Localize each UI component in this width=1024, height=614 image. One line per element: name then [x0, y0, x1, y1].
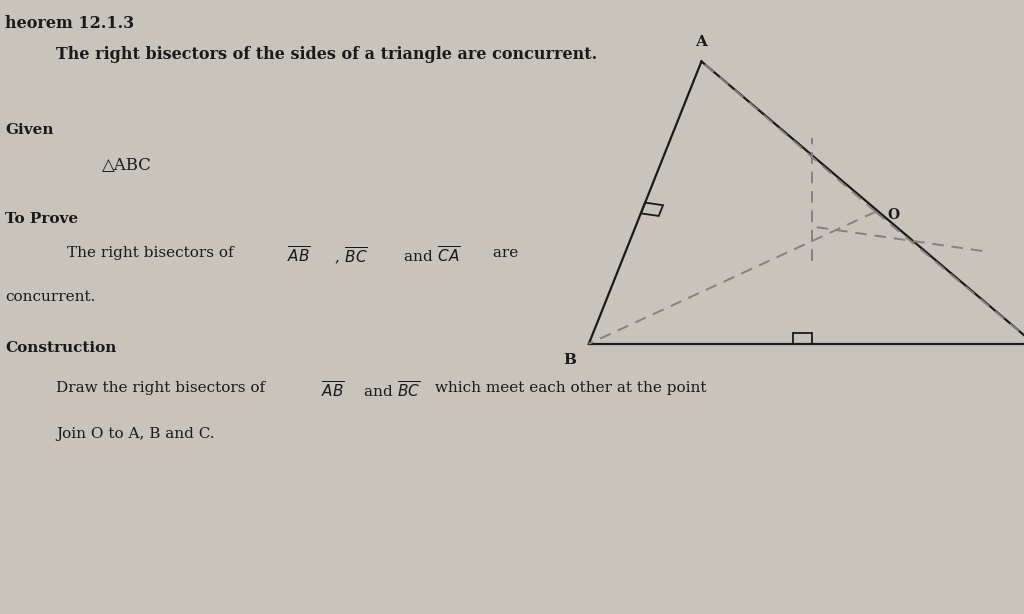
Text: A: A — [695, 35, 708, 49]
Text: △ABC: △ABC — [102, 157, 153, 174]
Text: B: B — [563, 353, 577, 367]
Text: and $\overline{BC}$: and $\overline{BC}$ — [359, 381, 421, 401]
Text: Given: Given — [5, 123, 53, 137]
Text: concurrent.: concurrent. — [5, 290, 95, 305]
Text: Construction: Construction — [5, 341, 117, 355]
Text: $\overline{AB}$: $\overline{AB}$ — [287, 246, 310, 266]
Text: , $\overline{BC}$: , $\overline{BC}$ — [330, 246, 368, 267]
Text: O: O — [888, 208, 900, 222]
Text: Join O to A, B and C.: Join O to A, B and C. — [56, 427, 215, 441]
Text: are: are — [488, 246, 519, 260]
Text: The right bisectors of: The right bisectors of — [67, 246, 238, 260]
Text: To Prove: To Prove — [5, 212, 78, 226]
Text: Draw the right bisectors of: Draw the right bisectors of — [56, 381, 270, 395]
Text: and $\overline{CA}$: and $\overline{CA}$ — [399, 246, 461, 266]
Text: $\overline{AB}$: $\overline{AB}$ — [321, 381, 344, 401]
Text: The right bisectors of the sides of a triangle are concurrent.: The right bisectors of the sides of a tr… — [56, 46, 597, 63]
Text: which meet each other at the point: which meet each other at the point — [430, 381, 707, 395]
Text: heorem 12.1.3: heorem 12.1.3 — [5, 15, 134, 33]
